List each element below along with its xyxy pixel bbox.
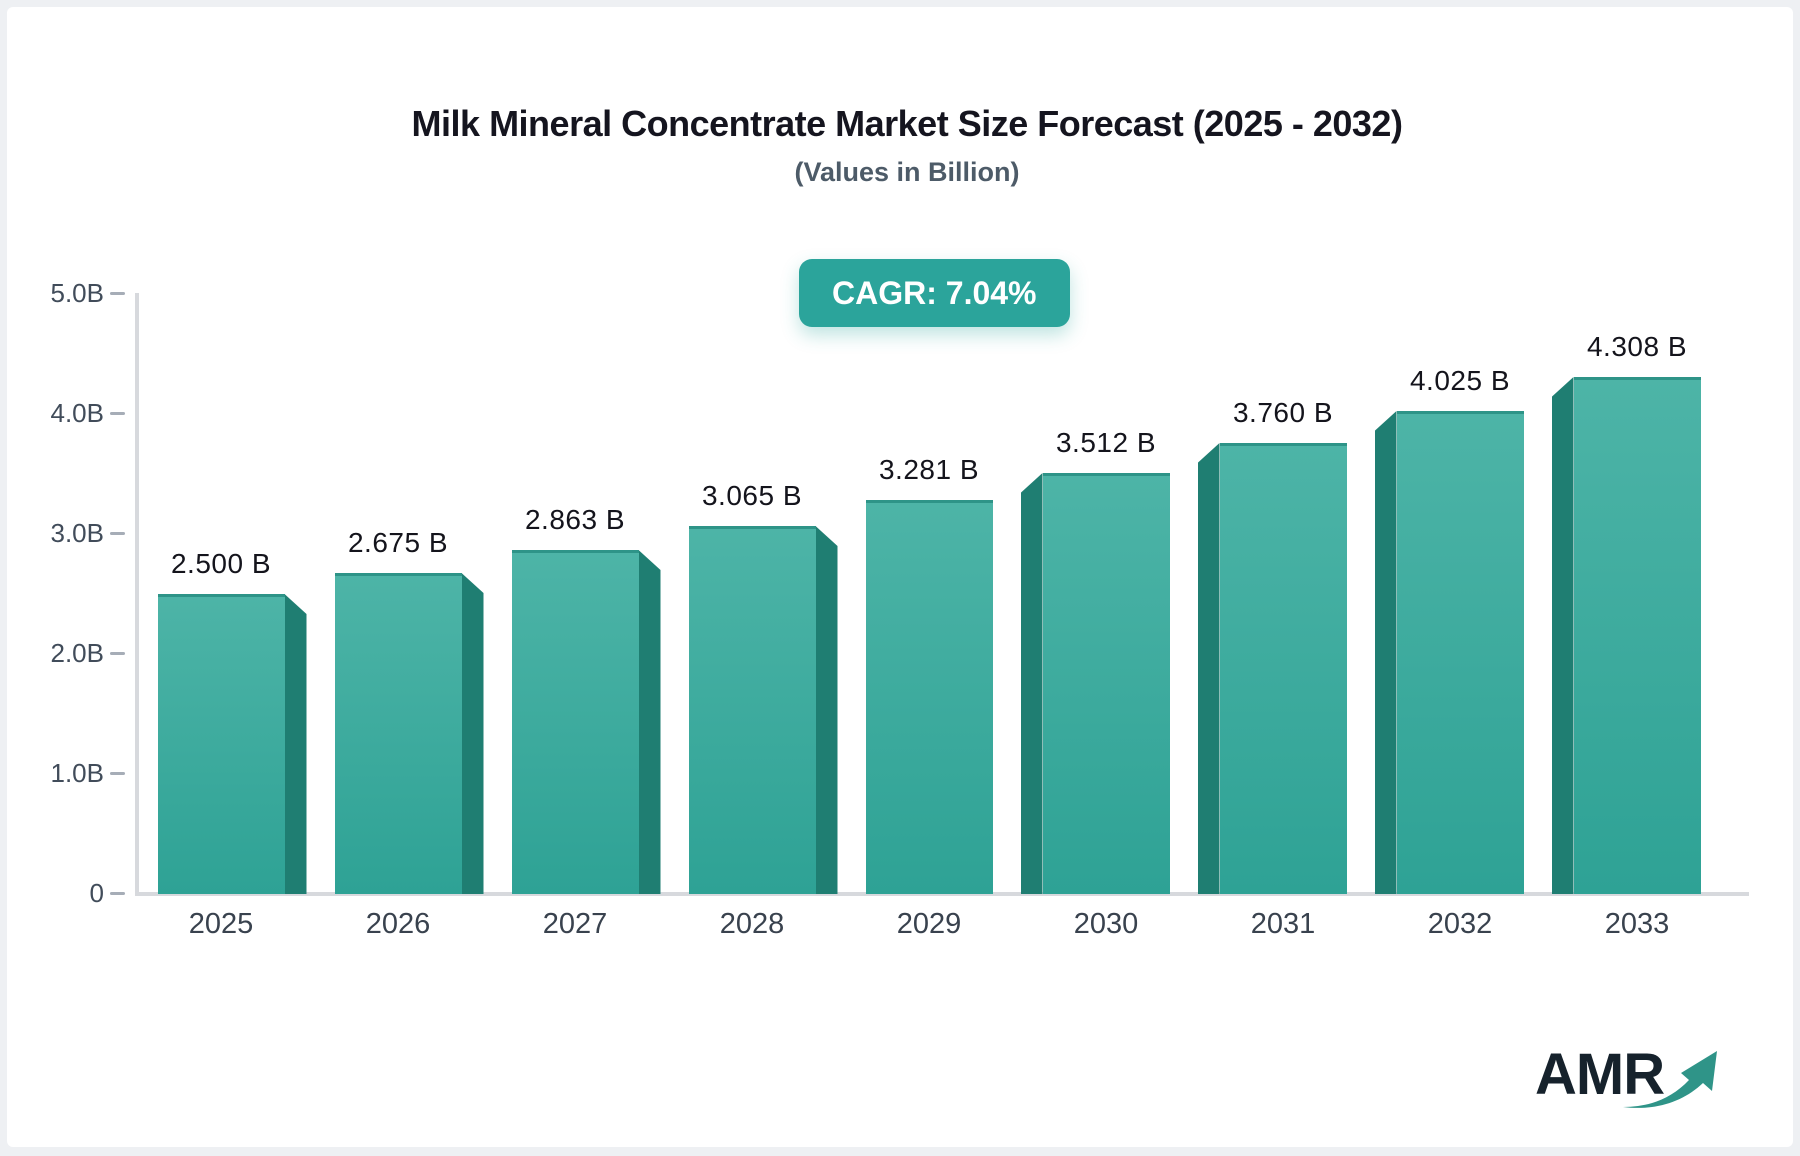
brand-logo-text: AMR <box>1535 1042 1665 1107</box>
y-tick-mark <box>110 892 125 895</box>
bar-value-label: 2.675 B <box>347 527 449 558</box>
bar-3d-side <box>1374 411 1397 894</box>
bar-3d-side <box>638 550 661 894</box>
y-tick-label: 5.0B <box>50 278 105 308</box>
bar-3d-side <box>1197 443 1220 894</box>
cagr-badge: CAGR: 7.04% <box>799 259 1070 327</box>
bar <box>1219 443 1347 894</box>
bar <box>1396 411 1524 894</box>
growth-arrow-icon <box>1623 1051 1717 1108</box>
chart-subtitle: (Values in Billion) <box>794 157 1020 187</box>
x-tick-label: 2033 <box>1604 908 1670 940</box>
x-tick-label: 2031 <box>1250 908 1316 940</box>
bar <box>157 594 285 894</box>
bar-value-label: 4.308 B <box>1586 331 1688 362</box>
chart-stage: Milk Mineral Concentrate Market Size For… <box>7 7 1793 1147</box>
bar-value-label: 3.281 B <box>878 454 980 485</box>
bar-3d-side <box>1020 473 1043 894</box>
bar-3d-side <box>461 573 484 894</box>
bar-3d-side <box>284 594 307 894</box>
y-tick-label: 3.0B <box>50 518 105 548</box>
chart-card: Milk Mineral Concentrate Market Size For… <box>7 7 1793 1147</box>
bar-value-label: 4.025 B <box>1409 365 1511 396</box>
y-tick-label: 2.0B <box>50 638 105 668</box>
y-tick-mark <box>110 532 125 535</box>
bar-value-label: 3.512 B <box>1055 427 1157 458</box>
bar <box>865 500 993 894</box>
bar <box>1042 473 1170 894</box>
brand-logo: AMR <box>1535 1041 1735 1121</box>
y-tick-mark <box>110 652 125 655</box>
bar <box>334 573 462 894</box>
y-tick-label: 0 <box>89 878 104 908</box>
bar <box>688 526 816 894</box>
bar-value-label: 3.065 B <box>701 480 803 511</box>
chart-title: Milk Mineral Concentrate Market Size For… <box>411 103 1403 144</box>
bar-value-label: 2.500 B <box>170 548 272 579</box>
x-tick-label: 2028 <box>719 908 785 940</box>
bar <box>511 550 639 894</box>
x-tick-label: 2029 <box>896 908 962 940</box>
bar-3d-side <box>1551 377 1574 894</box>
bar <box>1573 377 1701 894</box>
bar-value-label: 2.863 B <box>524 504 626 535</box>
y-tick-mark <box>110 412 125 415</box>
y-tick-label: 1.0B <box>50 758 105 788</box>
x-tick-label: 2026 <box>365 908 431 940</box>
x-axis-line <box>135 892 1749 896</box>
x-tick-label: 2032 <box>1427 908 1493 940</box>
bar-value-label: 3.760 B <box>1232 397 1334 428</box>
x-tick-label: 2025 <box>188 908 254 940</box>
bar-3d-side <box>815 526 838 894</box>
y-tick-mark <box>110 772 125 775</box>
x-tick-label: 2030 <box>1073 908 1139 940</box>
y-tick-label: 4.0B <box>50 398 105 428</box>
x-tick-label: 2027 <box>542 908 608 940</box>
y-axis-line <box>135 293 139 894</box>
y-tick-mark <box>110 292 125 295</box>
